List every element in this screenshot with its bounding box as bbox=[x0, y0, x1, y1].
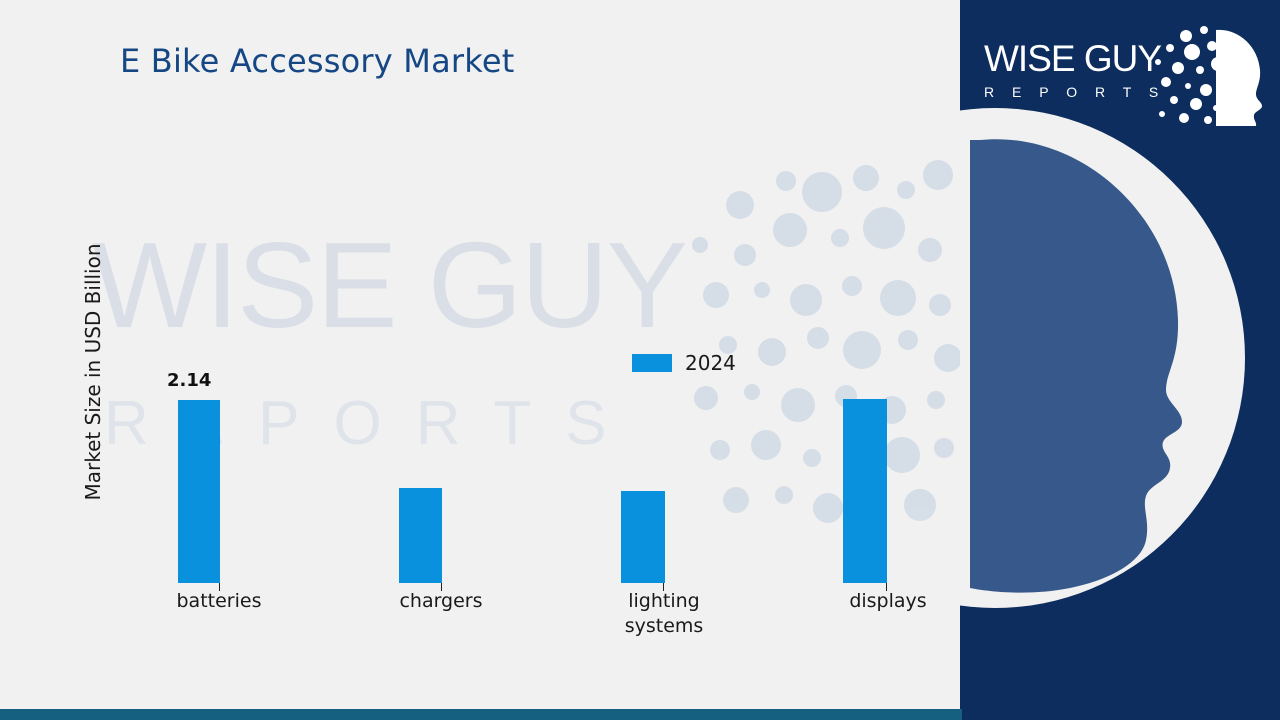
head-silhouette-icon bbox=[970, 139, 1182, 593]
category-label-batteries: batteries bbox=[176, 590, 262, 612]
logo-wordmark-secondary: R E P O R T S bbox=[984, 84, 1166, 100]
legend-swatch-2024 bbox=[632, 354, 672, 372]
footer-strip bbox=[0, 709, 962, 720]
axis-tick-displays bbox=[886, 583, 887, 591]
logo-wordmark-primary: WISE GUY bbox=[984, 38, 1162, 79]
category-label-lighting-systems: lighting systems bbox=[624, 590, 704, 637]
category-label-chargers: chargers bbox=[399, 590, 483, 612]
bar-value-batteries: 2.14 bbox=[167, 370, 212, 391]
bar-lighting-systems bbox=[621, 491, 665, 583]
bar-batteries bbox=[178, 400, 220, 583]
axis-tick-lighting-systems bbox=[663, 583, 664, 591]
bar-chart-plot: 2.14 batteries chargers lighting systems dis… bbox=[167, 370, 927, 637]
logo-dot-head-icon bbox=[1155, 26, 1262, 126]
legend-label-2024: 2024 bbox=[685, 351, 736, 375]
content-panel bbox=[0, 0, 962, 720]
bar-displays bbox=[843, 399, 887, 583]
bar-chargers bbox=[399, 488, 442, 583]
page-title: E Bike Accessory Market bbox=[120, 42, 515, 80]
chart-legend: 2024 bbox=[632, 351, 736, 375]
brand-panel: WISE GUY R E P O R T S bbox=[960, 0, 1280, 720]
category-label-displays: displays bbox=[849, 590, 927, 612]
axis-tick-chargers bbox=[441, 583, 442, 591]
axis-tick-batteries bbox=[219, 583, 220, 591]
logo-lockup: WISE GUY R E P O R T S bbox=[984, 38, 1264, 100]
